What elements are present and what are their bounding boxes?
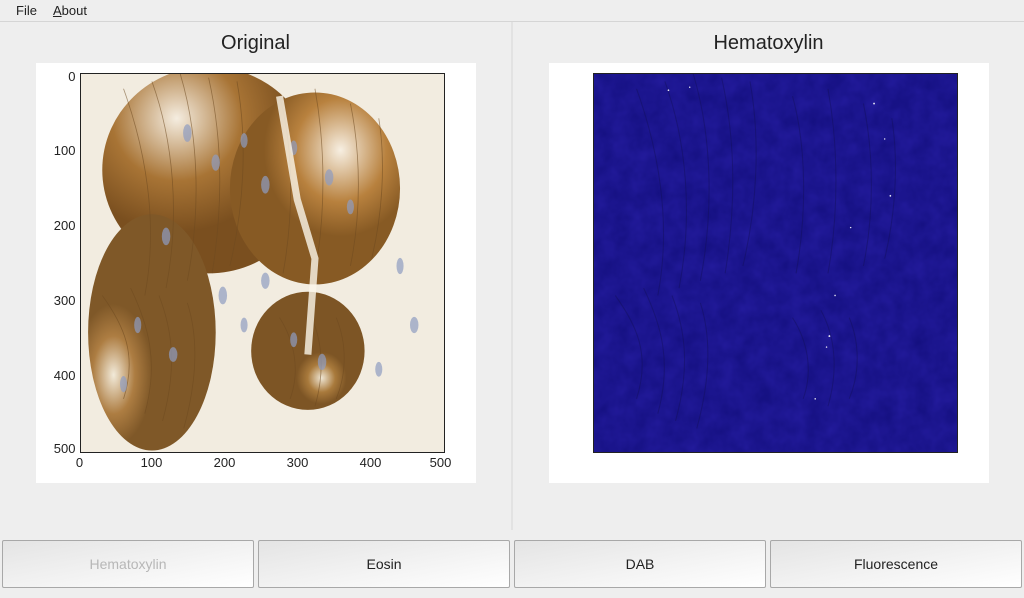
x-tick-label-0-original: 0 (62, 455, 98, 470)
about-menu-item[interactable]: About (45, 1, 95, 20)
stain-eosin-button[interactable]: Eosin (258, 540, 510, 588)
file-menu-label: File (16, 3, 37, 18)
original-histology-image (81, 74, 444, 452)
stain-hematoxylin-button: Hematoxylin (2, 540, 254, 588)
stain-eosin-label: Eosin (366, 556, 401, 572)
stain-fluorescence-label: Fluorescence (854, 556, 938, 572)
y-tick-label-5-original: 500 (36, 441, 76, 456)
about-menu-label-rest: bout (62, 3, 87, 18)
x-tick-label-5-original: 500 (423, 455, 459, 470)
button-wrap-0: Hematoxylin (0, 540, 256, 588)
stain-fluorescence-button[interactable]: Fluorescence (770, 540, 1022, 588)
stain-hematoxylin-label: Hematoxylin (89, 556, 166, 572)
stain-dab-label: DAB (626, 556, 655, 572)
panel-original: Original (0, 22, 511, 530)
y-tick-label-3-original: 300 (36, 293, 76, 308)
x-tick-label-3-original: 300 (280, 455, 316, 470)
button-wrap-1: Eosin (256, 540, 512, 588)
stain-button-bar: Hematoxylin Eosin DAB Fluorescence (0, 530, 1024, 598)
plot-area-original: 0 100 200 300 400 500 0 100 200 300 400 … (36, 63, 476, 483)
menu-bar: File About (0, 0, 1024, 22)
button-wrap-2: DAB (512, 540, 768, 588)
panels-container: Original (0, 22, 1024, 530)
y-tick-label-2-original: 200 (36, 218, 76, 233)
about-menu-underline: A (53, 3, 62, 18)
y-tick-label-4-original: 400 (36, 368, 76, 383)
y-tick-label-0-original: 0 (36, 69, 76, 84)
stain-dab-button[interactable]: DAB (514, 540, 766, 588)
x-tick-label-4-original: 400 (353, 455, 389, 470)
plot-inner-original[interactable] (80, 73, 445, 453)
button-wrap-3: Fluorescence (768, 540, 1024, 588)
panel-hematoxylin: Hematoxylin (513, 22, 1024, 530)
x-tick-label-2-original: 200 (207, 455, 243, 470)
panel-title-hematoxylin: Hematoxylin (713, 32, 823, 55)
file-menu-item[interactable]: File (8, 1, 45, 20)
y-tick-label-1-original: 100 (36, 143, 76, 158)
panel-title-original: Original (221, 32, 290, 55)
x-tick-label-1-original: 100 (134, 455, 170, 470)
app-window: File About Original (0, 0, 1024, 598)
plot-inner-hematoxylin[interactable] (593, 73, 958, 453)
hematoxylin-histology-image (594, 74, 957, 452)
plot-area-hematoxylin (549, 63, 989, 483)
